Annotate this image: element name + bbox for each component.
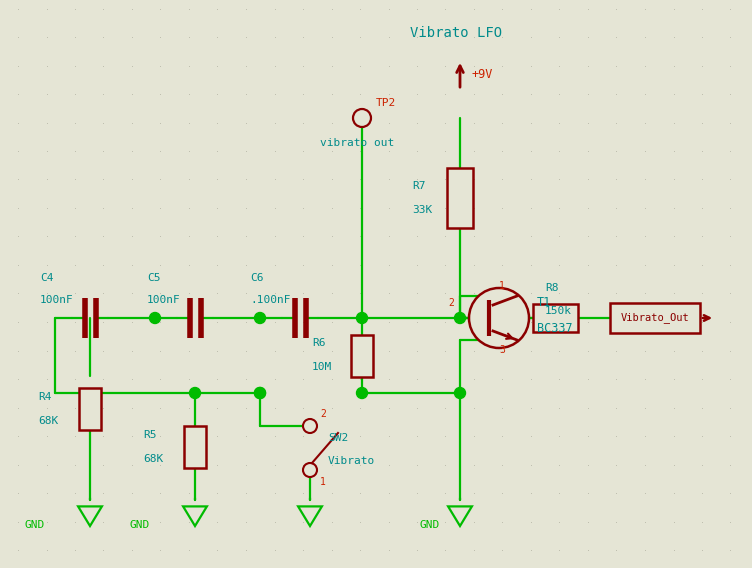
Text: Vibrato LFO: Vibrato LFO: [410, 26, 502, 40]
Text: 1: 1: [499, 281, 505, 291]
FancyBboxPatch shape: [351, 335, 373, 377]
Circle shape: [254, 387, 265, 399]
Circle shape: [254, 312, 265, 324]
Text: R5: R5: [143, 429, 156, 440]
Text: SW2: SW2: [328, 433, 348, 443]
Text: C5: C5: [147, 273, 160, 283]
Text: C4: C4: [40, 273, 53, 283]
Text: vibrato out: vibrato out: [320, 138, 394, 148]
Polygon shape: [448, 507, 472, 526]
Circle shape: [303, 419, 317, 433]
FancyBboxPatch shape: [184, 425, 206, 467]
Text: 1: 1: [320, 477, 326, 487]
Polygon shape: [183, 507, 207, 526]
Circle shape: [454, 387, 465, 399]
Text: 3: 3: [499, 345, 505, 355]
Circle shape: [356, 387, 368, 399]
Text: 68K: 68K: [143, 453, 163, 463]
FancyBboxPatch shape: [610, 303, 700, 333]
Text: BC337: BC337: [537, 321, 572, 335]
Text: Vibrato: Vibrato: [328, 456, 375, 466]
Circle shape: [254, 387, 265, 399]
FancyBboxPatch shape: [447, 168, 473, 228]
FancyBboxPatch shape: [532, 304, 578, 332]
Text: R6: R6: [312, 339, 326, 349]
Text: TP2: TP2: [376, 98, 396, 108]
FancyBboxPatch shape: [79, 388, 101, 430]
Text: GND: GND: [25, 520, 45, 530]
Text: 150k: 150k: [545, 306, 572, 316]
Text: 100nF: 100nF: [40, 295, 74, 305]
Polygon shape: [298, 507, 322, 526]
Text: 2: 2: [448, 298, 454, 308]
Text: T1: T1: [537, 296, 551, 310]
Circle shape: [353, 109, 371, 127]
Circle shape: [454, 312, 465, 324]
Circle shape: [303, 463, 317, 477]
Circle shape: [150, 312, 160, 324]
Text: R4: R4: [38, 392, 51, 402]
Circle shape: [190, 387, 201, 399]
Text: C6: C6: [250, 273, 263, 283]
Circle shape: [469, 288, 529, 348]
Text: GND: GND: [420, 520, 440, 530]
Text: 2: 2: [320, 409, 326, 419]
Text: .100nF: .100nF: [250, 295, 290, 305]
Text: R7: R7: [412, 181, 426, 191]
Text: R8: R8: [545, 283, 559, 293]
Text: Vibrato_Out: Vibrato_Out: [620, 312, 690, 323]
Polygon shape: [78, 507, 102, 526]
Text: +9V: +9V: [472, 69, 493, 81]
Text: 68K: 68K: [38, 416, 58, 426]
Text: 10M: 10M: [312, 362, 332, 373]
Text: GND: GND: [130, 520, 150, 530]
Circle shape: [356, 312, 368, 324]
Text: 33K: 33K: [412, 205, 432, 215]
Text: 100nF: 100nF: [147, 295, 180, 305]
